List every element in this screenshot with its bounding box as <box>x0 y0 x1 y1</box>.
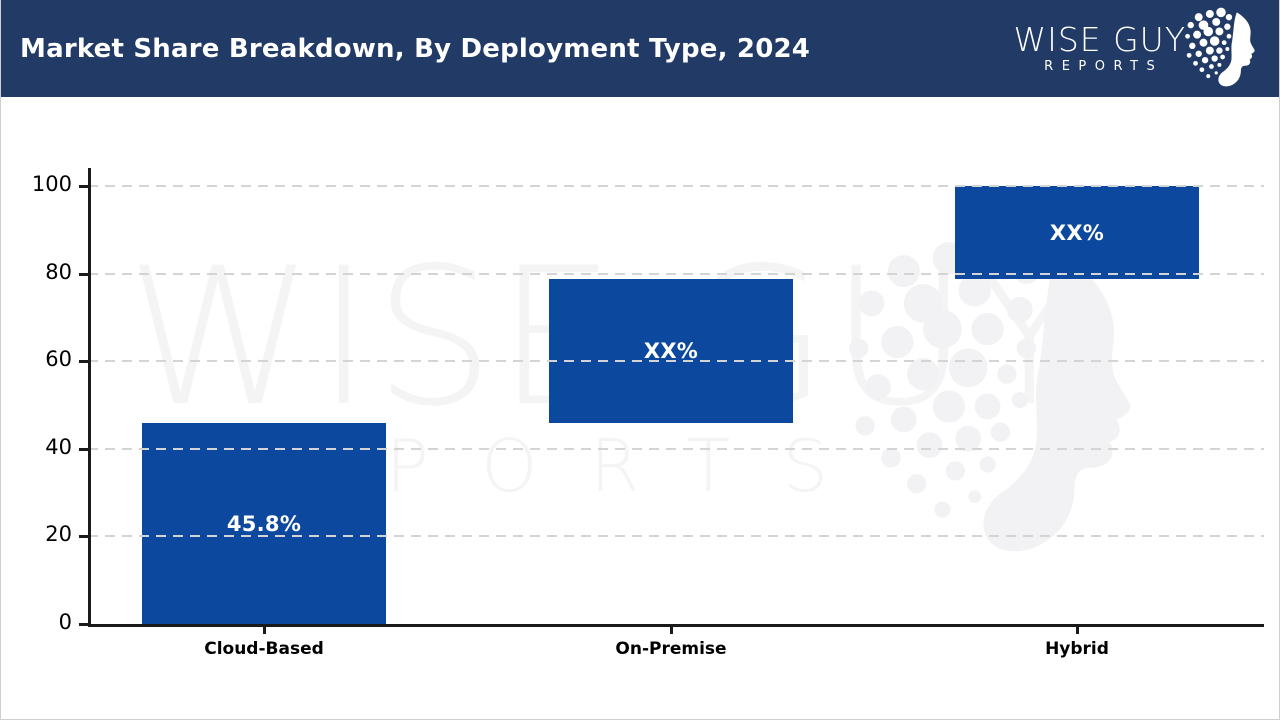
logo-head-icon <box>1185 7 1255 86</box>
bar-value-label: 45.8% <box>226 511 302 536</box>
logo-wiseguy-label: WISE GUY <box>1013 20 1186 59</box>
y-tick-label: 40 <box>45 434 72 459</box>
x-tick <box>670 626 673 634</box>
bar: XX% <box>549 279 793 424</box>
y-tick-label: 20 <box>45 522 72 547</box>
y-tick <box>79 272 88 276</box>
x-tick <box>263 626 266 634</box>
gridline <box>88 272 1264 275</box>
x-tick-label: Hybrid <box>1045 639 1109 659</box>
gridline <box>88 535 1264 538</box>
x-tick-label: Cloud-Based <box>204 639 324 659</box>
y-tick-label: 60 <box>45 347 72 372</box>
y-axis-line <box>88 168 91 627</box>
page-title: Market Share Breakdown, By Deployment Ty… <box>20 33 811 64</box>
y-tick <box>79 623 88 626</box>
gridline <box>88 360 1264 363</box>
y-tick-label: 0 <box>58 610 72 634</box>
wise-guy-reports-logo: WISE GUY REPORTS <box>1013 6 1264 92</box>
y-tick-label: 80 <box>45 259 72 284</box>
y-tick <box>79 535 88 539</box>
y-tick <box>79 185 88 188</box>
bar-value-label: XX% <box>643 339 699 364</box>
x-axis-line <box>88 624 1264 627</box>
y-tick-label: 100 <box>31 172 72 196</box>
bar: XX% <box>955 186 1199 280</box>
logo-reports-label: REPORTS <box>1044 59 1164 74</box>
gridline <box>88 447 1264 450</box>
x-tick-label: On-Premise <box>615 639 727 659</box>
x-tick <box>1076 626 1079 634</box>
logo-text: WISE GUY REPORTS <box>1013 23 1186 74</box>
y-tick <box>79 447 88 451</box>
header: Market Share Breakdown, By Deployment Ty… <box>0 0 1280 97</box>
y-tick <box>79 360 88 364</box>
bar-value-label: XX% <box>1049 220 1105 245</box>
gridline <box>88 185 1264 187</box>
bar: 45.8% <box>142 423 386 624</box>
